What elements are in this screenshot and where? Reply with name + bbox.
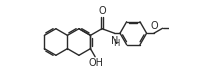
Text: OH: OH [88, 58, 103, 68]
Text: O: O [98, 6, 105, 16]
Text: O: O [149, 21, 157, 31]
Text: H: H [113, 39, 119, 48]
Text: N: N [111, 36, 118, 46]
